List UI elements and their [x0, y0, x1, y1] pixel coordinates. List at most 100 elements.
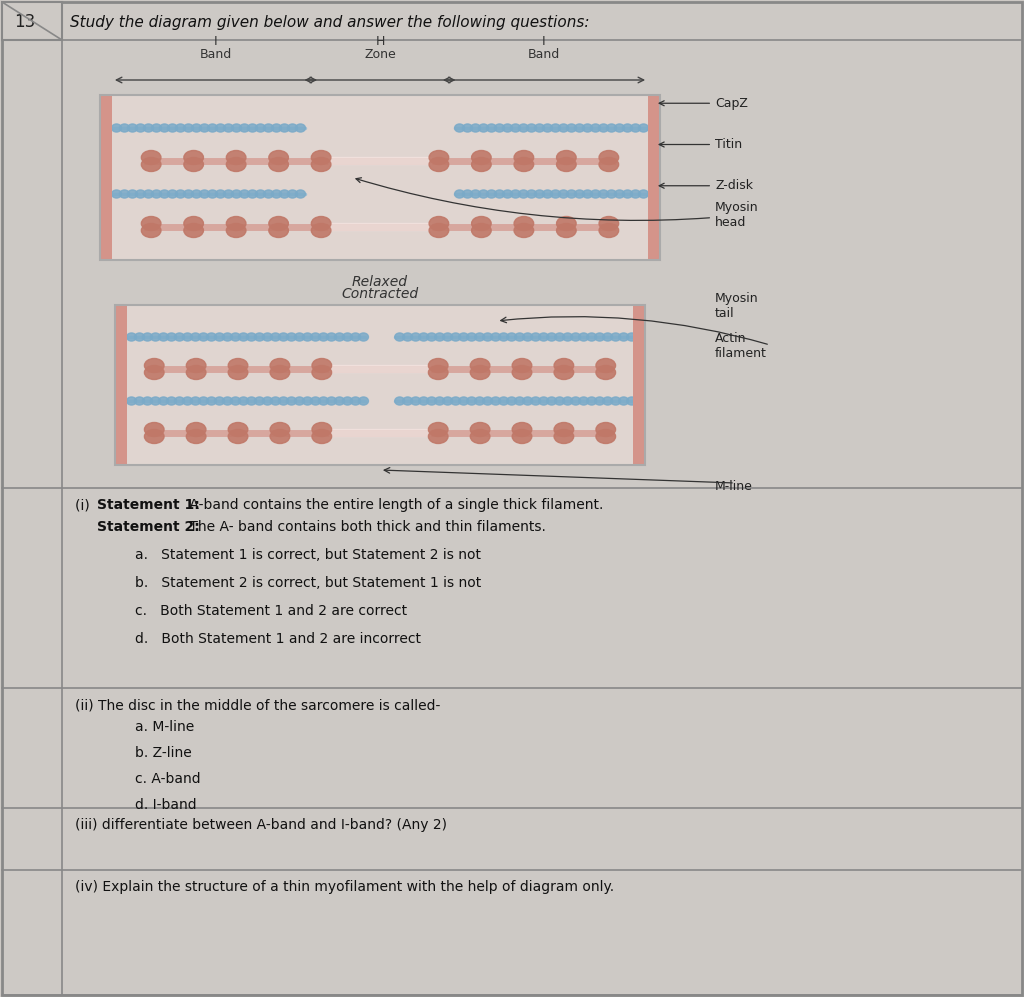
Ellipse shape [159, 397, 169, 405]
Text: M-line: M-line [715, 480, 753, 493]
Ellipse shape [208, 124, 217, 132]
Ellipse shape [555, 333, 564, 341]
Ellipse shape [120, 190, 129, 198]
Ellipse shape [144, 430, 164, 444]
Ellipse shape [343, 333, 352, 341]
Ellipse shape [296, 124, 305, 132]
Ellipse shape [222, 397, 232, 405]
Ellipse shape [475, 333, 484, 341]
Ellipse shape [200, 124, 210, 132]
Ellipse shape [215, 124, 225, 132]
Ellipse shape [287, 333, 297, 341]
Ellipse shape [429, 158, 449, 171]
Ellipse shape [606, 190, 616, 198]
Ellipse shape [583, 124, 593, 132]
Ellipse shape [151, 397, 161, 405]
Ellipse shape [455, 190, 465, 198]
Ellipse shape [394, 333, 404, 341]
Ellipse shape [435, 333, 444, 341]
Ellipse shape [478, 124, 488, 132]
Ellipse shape [296, 190, 305, 198]
Ellipse shape [526, 124, 537, 132]
Ellipse shape [595, 397, 604, 405]
Ellipse shape [557, 216, 577, 230]
Text: d. I-band: d. I-band [135, 798, 197, 812]
Ellipse shape [599, 124, 608, 132]
Ellipse shape [226, 151, 246, 165]
Ellipse shape [143, 190, 154, 198]
Ellipse shape [472, 158, 492, 171]
Text: Titin: Titin [659, 138, 742, 151]
Ellipse shape [514, 158, 534, 171]
Ellipse shape [512, 430, 531, 444]
Ellipse shape [599, 158, 618, 171]
Ellipse shape [623, 190, 633, 198]
Ellipse shape [471, 190, 480, 198]
Ellipse shape [574, 190, 585, 198]
Ellipse shape [419, 397, 429, 405]
Ellipse shape [199, 397, 209, 405]
Ellipse shape [587, 333, 597, 341]
Ellipse shape [335, 333, 344, 341]
Ellipse shape [570, 333, 581, 341]
Ellipse shape [428, 359, 449, 373]
Text: CapZ: CapZ [659, 97, 748, 110]
Ellipse shape [428, 430, 449, 444]
Ellipse shape [269, 151, 289, 165]
Ellipse shape [599, 223, 618, 237]
Text: b. Z-line: b. Z-line [135, 746, 191, 760]
Ellipse shape [223, 190, 233, 198]
Ellipse shape [512, 366, 531, 380]
Ellipse shape [507, 397, 517, 405]
Ellipse shape [230, 333, 241, 341]
Ellipse shape [184, 216, 204, 230]
Ellipse shape [512, 359, 531, 373]
Ellipse shape [310, 333, 321, 341]
Text: c. A-band: c. A-band [135, 772, 201, 786]
Ellipse shape [186, 359, 206, 373]
Ellipse shape [554, 366, 573, 380]
Ellipse shape [499, 333, 509, 341]
Ellipse shape [427, 333, 436, 341]
Ellipse shape [627, 397, 637, 405]
Text: Actin
filament: Actin filament [715, 332, 767, 360]
Ellipse shape [467, 397, 476, 405]
Ellipse shape [168, 190, 177, 198]
Text: a.   Statement 1 is correct, but Statement 2 is not: a. Statement 1 is correct, but Statement… [135, 548, 481, 562]
Ellipse shape [591, 124, 600, 132]
Ellipse shape [610, 333, 621, 341]
Ellipse shape [160, 124, 169, 132]
Ellipse shape [471, 124, 480, 132]
Ellipse shape [557, 223, 577, 237]
Ellipse shape [535, 124, 545, 132]
Ellipse shape [247, 333, 256, 341]
Ellipse shape [270, 397, 281, 405]
Ellipse shape [184, 151, 204, 165]
Ellipse shape [570, 397, 581, 405]
Ellipse shape [512, 423, 531, 437]
Ellipse shape [141, 151, 161, 165]
Ellipse shape [639, 190, 648, 198]
Ellipse shape [184, 223, 204, 237]
Ellipse shape [226, 158, 246, 171]
Ellipse shape [555, 397, 564, 405]
Ellipse shape [574, 124, 585, 132]
Ellipse shape [279, 397, 289, 405]
Ellipse shape [141, 158, 161, 171]
Ellipse shape [263, 190, 273, 198]
Ellipse shape [599, 216, 618, 230]
Ellipse shape [435, 397, 444, 405]
Ellipse shape [579, 397, 589, 405]
Ellipse shape [127, 333, 136, 341]
Text: (ii) The disc in the middle of the sarcomere is called-: (ii) The disc in the middle of the sarco… [75, 698, 440, 712]
Ellipse shape [312, 359, 332, 373]
Ellipse shape [402, 333, 413, 341]
Ellipse shape [183, 190, 194, 198]
Bar [100, 95, 660, 260]
Ellipse shape [639, 124, 648, 132]
Ellipse shape [467, 333, 476, 341]
Ellipse shape [128, 124, 137, 132]
Text: (iv) Explain the structure of a thin myofilament with the help of diagram only.: (iv) Explain the structure of a thin myo… [75, 880, 614, 894]
Ellipse shape [558, 190, 568, 198]
Bar [2, 2, 62, 40]
